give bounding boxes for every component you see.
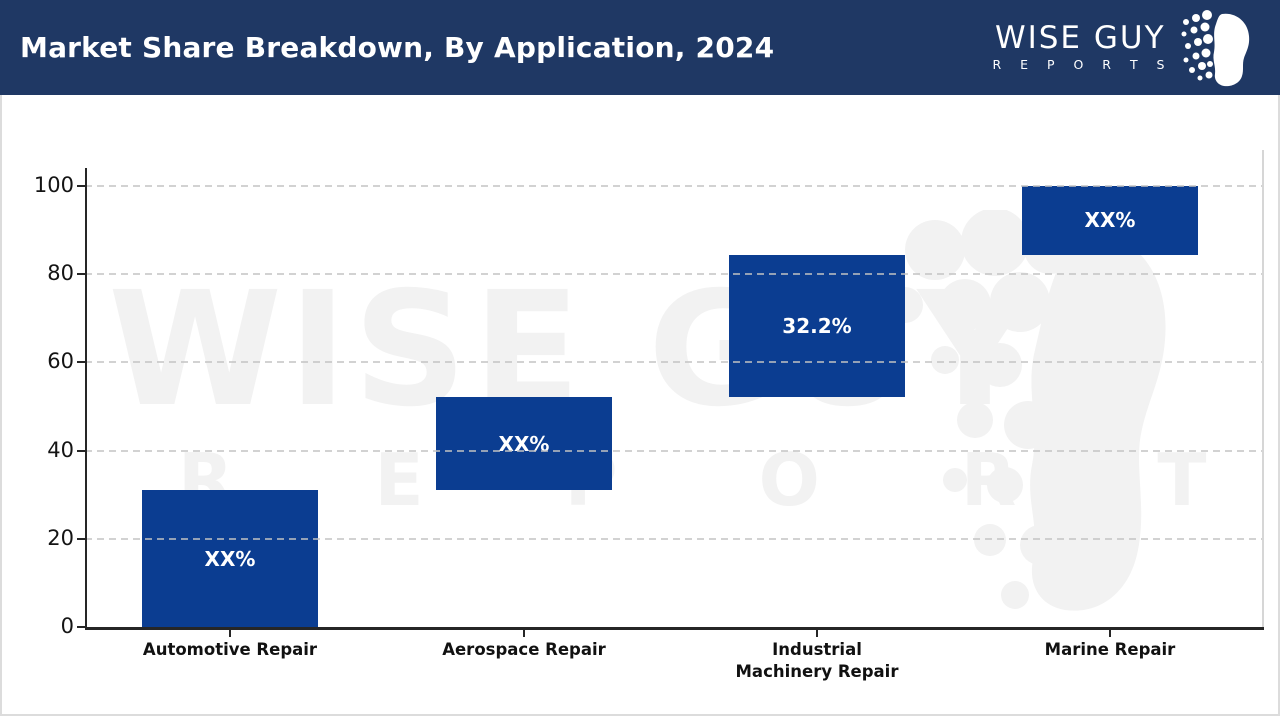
x-category-label-line: Marine Repair	[1044, 640, 1176, 659]
header-bar: Market Share Breakdown, By Application, …	[0, 0, 1280, 95]
page-title: Market Share Breakdown, By Application, …	[20, 31, 775, 64]
watermark-face-icon	[887, 210, 1166, 611]
gridline-80	[85, 273, 1262, 276]
y-tick-label: 0	[60, 614, 74, 638]
y-tick-mark	[77, 449, 85, 452]
y-tick-mark	[77, 185, 85, 187]
brand-face-icon	[1181, 9, 1250, 86]
y-tick-label: 80	[47, 261, 74, 286]
y-tick-mark	[77, 273, 85, 276]
bar-value-label: XX%	[1084, 208, 1136, 233]
bar-marine-repair: XX%	[1022, 186, 1198, 255]
y-axis-line	[85, 168, 87, 630]
brand-logo: WISE GUY R E P O R T S	[988, 8, 1252, 88]
x-tick-mark	[229, 630, 231, 637]
gridline-100	[85, 185, 1262, 187]
gridline-60	[85, 361, 1262, 364]
y-tick-label: 40	[47, 437, 74, 462]
x-category-label-line: Machinery Repair	[735, 661, 899, 681]
x-category-label: Marine Repair	[990, 639, 1230, 661]
y-tick-label: 20	[47, 525, 74, 550]
bar-value-label: 32.2%	[782, 313, 852, 338]
y-tick-mark	[77, 626, 85, 628]
y-tick-label: 60	[47, 349, 74, 374]
brand-subtitle: R E P O R T S	[992, 57, 1172, 73]
plot-right-border	[1262, 150, 1264, 630]
bar-value-label: XX%	[204, 546, 256, 571]
x-category-label: Aerospace Repair	[404, 639, 644, 661]
bar-automotive-repair: XX%	[142, 490, 318, 627]
x-category-label: Automotive Repair	[110, 639, 350, 661]
gridline-40	[85, 449, 1262, 452]
bar-aerospace-repair: XX%	[436, 396, 612, 491]
y-tick-mark	[77, 537, 85, 540]
bar-value-label: XX%	[498, 431, 550, 456]
x-tick-mark	[523, 630, 525, 637]
x-axis-line	[85, 627, 1264, 630]
brand-name: WISE GUY	[994, 20, 1166, 57]
x-category-label-line: Aerospace Repair	[442, 640, 606, 659]
x-category-label-line: Automotive Repair	[142, 640, 318, 659]
y-tick-mark	[77, 361, 85, 364]
bar-industrial-machinery-repair: 32.2%	[729, 254, 905, 397]
y-tick-label: 100	[33, 173, 74, 197]
brand-wordmark: WISE GUY R E P O R T S	[988, 23, 1172, 72]
gridline-20	[85, 537, 1262, 540]
x-category-label-line: Industrial	[772, 640, 862, 659]
x-tick-mark	[816, 630, 818, 637]
x-category-label: Industrial Machinery Repair	[697, 639, 937, 683]
x-tick-mark	[1109, 630, 1111, 637]
